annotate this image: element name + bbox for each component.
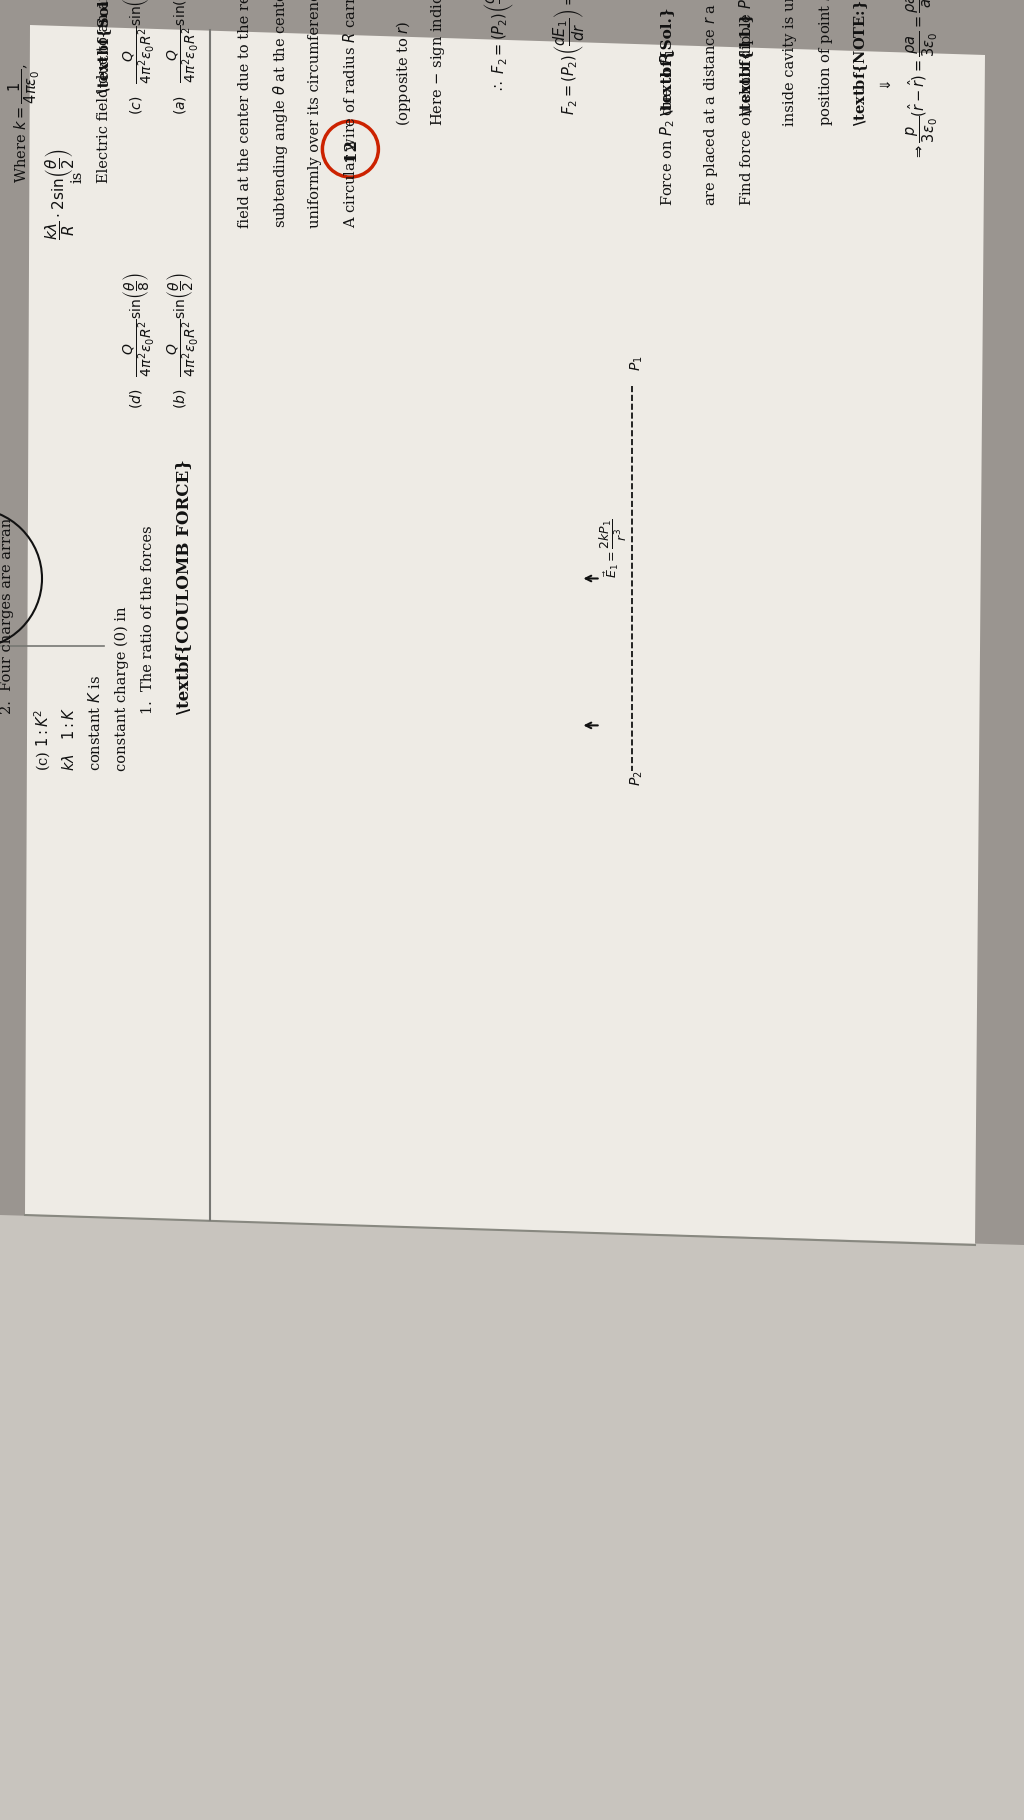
Text: constant charge (0) in: constant charge (0) in [115,606,129,770]
Text: Force on $P_2$ due to $P_1$: Force on $P_2$ due to $P_1$ [657,47,677,206]
Text: $F_2 = (P_2)\left(\dfrac{dE_1}{dr}\right) = (P_2)\dfrac{d}{dr}\left(\dfrac{2kP_1: $F_2 = (P_2)\left(\dfrac{dE_1}{dr}\right… [551,0,590,115]
Text: $(d)$   $\dfrac{Q}{4\pi^2\varepsilon_0 R^2}\sin\!\left(\dfrac{\theta}{8}\right)$: $(d)$ $\dfrac{Q}{4\pi^2\varepsilon_0 R^2… [122,271,157,410]
Text: $\therefore\ F_2 = (P_2)\left(\dfrac{dE_1}{dr}\right)$ or $F_2 = -\dfrac{6kP_1P_: $\therefore\ F_2 = (P_2)\left(\dfrac{dE_… [481,0,519,93]
Text: $(a)$   $\dfrac{Q}{4\pi^2\varepsilon_0 R^2}\sin(\theta)$: $(a)$ $\dfrac{Q}{4\pi^2\varepsilon_0 R^2… [166,0,201,115]
Text: \textbf{COULOMB FORCE}: \textbf{COULOMB FORCE} [175,459,191,713]
Text: Where $k = \dfrac{1}{4\pi\varepsilon_0}$,: Where $k = \dfrac{1}{4\pi\varepsilon_0}$… [7,64,42,184]
Polygon shape [0,1216,1024,1820]
Text: (c) $1:K^2$: (c) $1:K^2$ [32,708,52,770]
Text: \textbf{Sol.}: \textbf{Sol.} [97,0,111,93]
Text: inside cavity is uniform.: inside cavity is uniform. [783,0,798,127]
Text: (opposite to $r$): (opposite to $r$) [393,22,413,127]
Text: 1.  The ratio of the forces: 1. The ratio of the forces [141,526,155,713]
Text: $(c)$   $\dfrac{Q}{4\pi^2\varepsilon_0 R^2}\sin\!\left(\dfrac{\theta}{4}\right)$: $(c)$ $\dfrac{Q}{4\pi^2\varepsilon_0 R^2… [122,0,157,115]
Text: position of point $P$ in the cavity does not depend on the: position of point $P$ in the cavity does… [816,0,836,127]
Polygon shape [25,25,985,1245]
Text: $P_1$: $P_1$ [629,355,645,371]
Text: \textbf{Sol.}: \textbf{Sol.} [660,7,674,115]
Text: $(b)$   $\dfrac{Q}{4\pi^2\varepsilon_0 R^2}\sin\!\left(\dfrac{\theta}{2}\right)$: $(b)$ $\dfrac{Q}{4\pi^2\varepsilon_0 R^2… [166,271,201,410]
Text: $k\lambda$   $1:K$: $k\lambda$ $1:K$ [60,706,77,770]
Text: $\dfrac{k\lambda}{R}\cdot 2\sin\!\left(\dfrac{\theta}{2}\right)$: $\dfrac{k\lambda}{R}\cdot 2\sin\!\left(\… [43,147,77,240]
Text: Find force on short dipole $P_2$ due to short dipole $P_1$ if they: Find force on short dipole $P_2$ due to … [737,0,756,206]
Text: $P_2$: $P_2$ [629,770,645,786]
Text: Electric field due to an arc at its centre: Electric field due to an arc at its cent… [97,0,111,184]
Text: $\vec{E}_1=\dfrac{2kP_1}{r^3}$: $\vec{E}_1=\dfrac{2kP_1}{r^3}$ [598,519,629,579]
Text: field at the center due to the remaining portion.: field at the center due to the remaining… [238,0,252,228]
Text: \textbf{11.}: \textbf{11.} [739,13,754,115]
Text: $\Downarrow$: $\Downarrow$ [881,78,894,93]
Text: are placed at a distance $r$ a part as shown in figure.: are placed at a distance $r$ a part as s… [702,0,720,206]
Text: 12: 12 [342,138,358,160]
Text: \textbf{NOTE:} Since the field at point $P$ in the cavity, we conclude that the : \textbf{NOTE:} Since the field at point … [851,0,870,127]
Text: constant $K$ is: constant $K$ is [87,675,103,770]
Text: is: is [71,171,85,184]
Text: $\Rightarrow \dfrac{p}{3\varepsilon_0}(\hat{r}-\hat{r}) = \dfrac{\rho a}{3\varep: $\Rightarrow \dfrac{p}{3\varepsilon_0}(\… [905,0,940,160]
Text: subtending angle $\theta$ at the center is cut off. Find the electric: subtending angle $\theta$ at the center … [270,0,290,228]
Text: A circular wire of radius $R$ carries a total charge $Q$ distributed: A circular wire of radius $R$ carries a … [341,0,359,228]
Text: Here $-$ sign indicates that this force will be attractive: Here $-$ sign indicates that this force … [429,0,447,127]
Text: uniformly over its circumference. A small length of the wire: uniformly over its circumference. A smal… [308,0,323,228]
Text: 2.  Four charges are arran: 2. Four charges are arran [0,519,14,713]
